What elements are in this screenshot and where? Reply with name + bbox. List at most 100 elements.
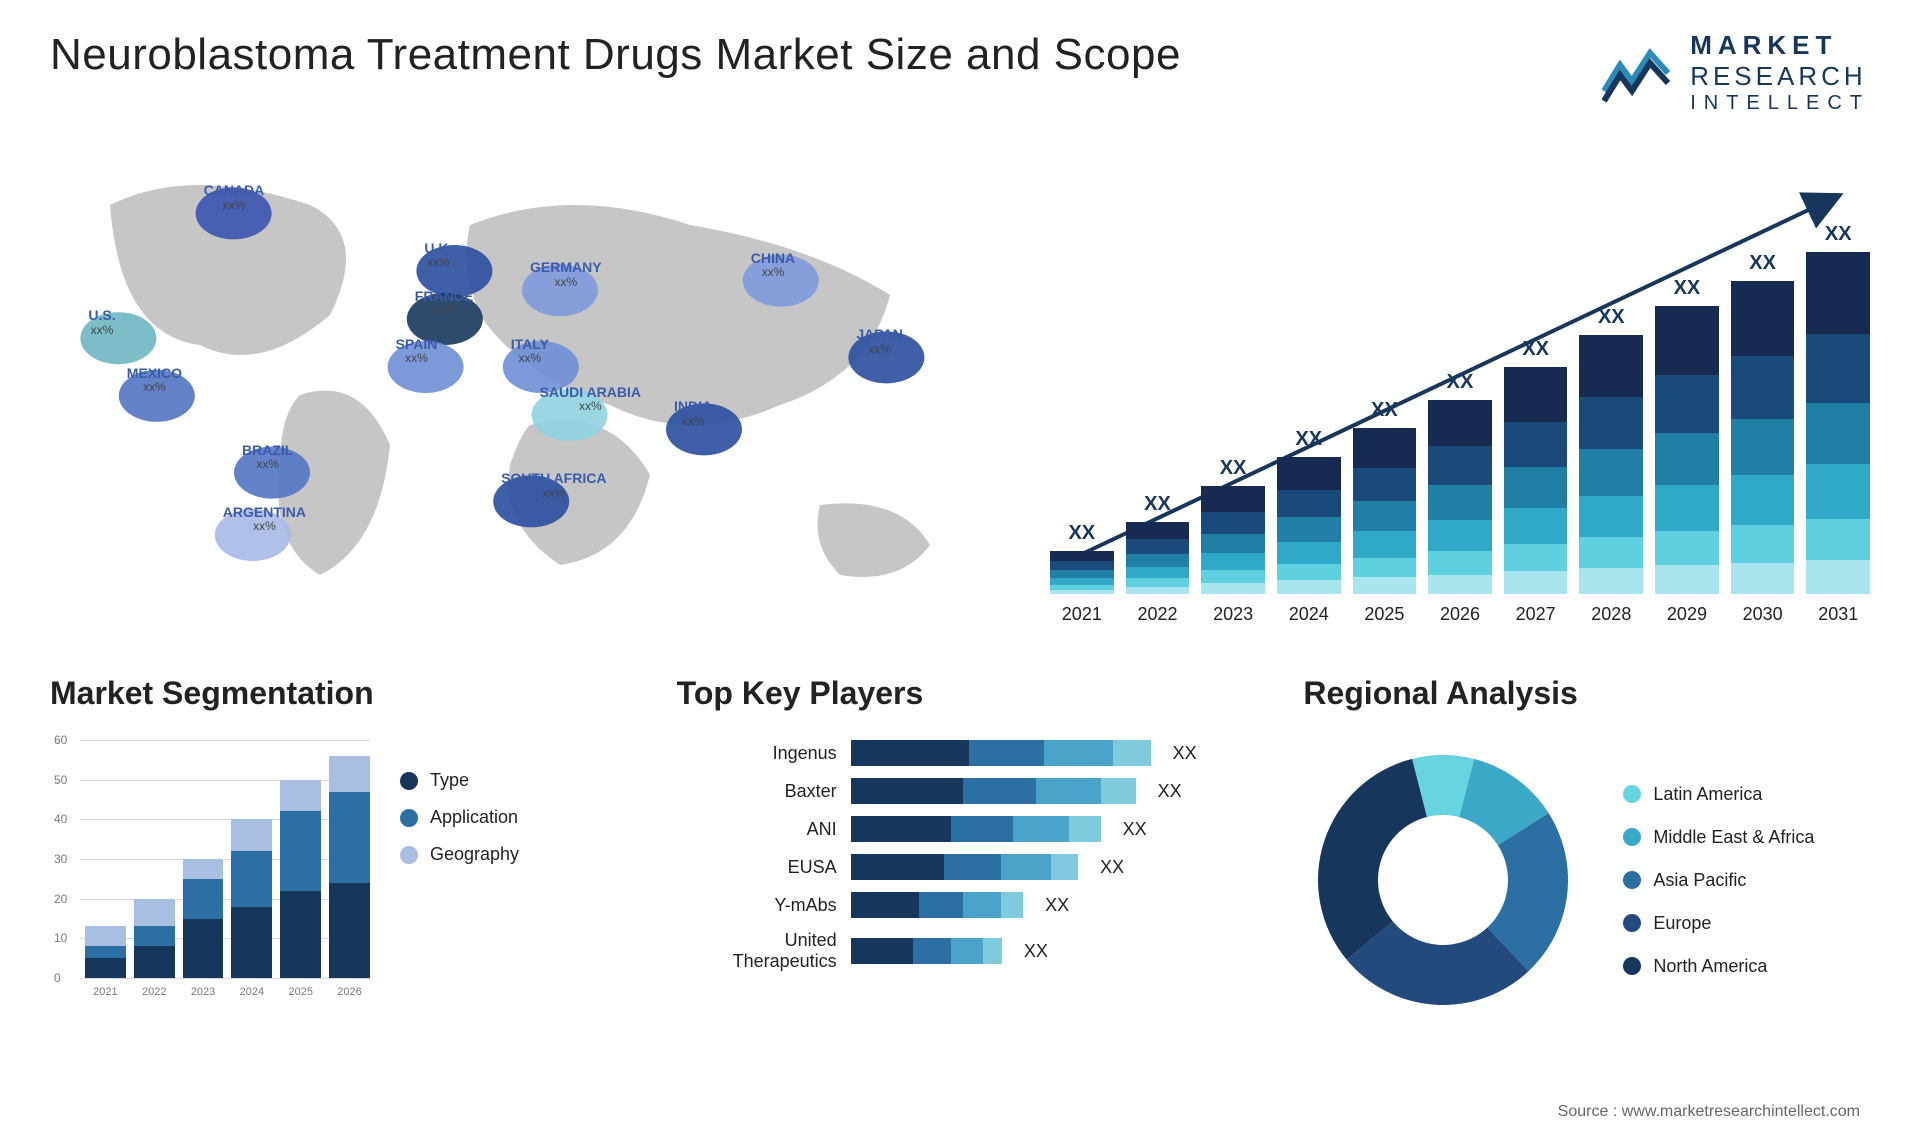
map-label-argentina: ARGENTINAxx%: [223, 505, 306, 534]
legend-label: Europe: [1653, 913, 1711, 934]
player-value: XX: [1045, 895, 1069, 916]
header: Neuroblastoma Treatment Drugs Market Siz…: [50, 30, 1870, 115]
size-bar-2025: XX 2025: [1353, 399, 1417, 625]
map-label-u-s-: U.S.xx%: [88, 308, 115, 337]
seg-bar-2024: 2024: [231, 819, 272, 978]
brand-logo: MARKET RESEARCH INTELLECT: [1602, 30, 1870, 115]
map-label-brazil: BRAZILxx%: [242, 443, 293, 472]
player-name: Ingenus: [677, 743, 837, 764]
seg-bar-2026: 2026: [329, 756, 370, 978]
size-bar-year: 2024: [1289, 604, 1329, 625]
regional-legend-item: Europe: [1623, 913, 1814, 934]
player-value: XX: [1100, 857, 1124, 878]
regional-legend-item: Middle East & Africa: [1623, 827, 1814, 848]
size-bar-value: XX: [1295, 428, 1322, 451]
size-bar-year: 2025: [1364, 604, 1404, 625]
seg-y-tick: 30: [54, 852, 67, 866]
legend-label: Asia Pacific: [1653, 870, 1746, 891]
legend-swatch-icon: [400, 772, 418, 790]
size-bar-value: XX: [1749, 252, 1776, 275]
size-bar-2027: XX 2027: [1504, 338, 1568, 625]
legend-label: Application: [430, 807, 518, 828]
size-bar-value: XX: [1220, 457, 1247, 480]
legend-swatch-icon: [1623, 828, 1641, 846]
size-bar-year: 2030: [1743, 604, 1783, 625]
seg-bar-year: 2023: [191, 986, 215, 998]
seg-y-tick: 10: [54, 931, 67, 945]
player-name: ANI: [677, 819, 837, 840]
players-title: Top Key Players: [677, 675, 1244, 712]
player-value: XX: [1158, 781, 1182, 802]
source-attribution: Source : www.marketresearchintellect.com: [1558, 1103, 1860, 1121]
logo-mark-icon: [1602, 43, 1672, 103]
size-bar-value: XX: [1598, 306, 1625, 329]
market-size-chart: XX2021XX2022XX2023XX2024XX2025XX2026XX20…: [1050, 145, 1870, 625]
legend-label: Geography: [430, 844, 519, 865]
map-label-japan: JAPANxx%: [856, 327, 902, 356]
size-bar-value: XX: [1447, 371, 1474, 394]
world-map-panel: CANADAxx%U.S.xx%MEXICOxx%BRAZILxx%ARGENT…: [50, 145, 1010, 625]
seg-bar-year: 2024: [240, 986, 264, 998]
logo-line-3: INTELLECT: [1690, 92, 1870, 115]
map-label-spain: SPAINxx%: [396, 337, 438, 366]
donut-slice: [1318, 759, 1427, 960]
player-name: United Therapeutics: [677, 930, 837, 972]
bottom-row: Market Segmentation 01020304050602021202…: [50, 675, 1870, 1020]
seg-bar-2023: 2023: [183, 859, 224, 978]
legend-swatch-icon: [400, 809, 418, 827]
legend-swatch-icon: [1623, 871, 1641, 889]
logo-line-2: RESEARCH: [1690, 61, 1870, 92]
player-row: ANIXX: [677, 816, 1244, 842]
legend-label: Latin America: [1653, 784, 1762, 805]
size-bar-value: XX: [1825, 223, 1852, 246]
legend-label: North America: [1653, 956, 1767, 977]
seg-legend-item: Application: [400, 807, 519, 828]
size-bar-2024: XX 2024: [1277, 428, 1341, 625]
size-bar-year: 2026: [1440, 604, 1480, 625]
page-title: Neuroblastoma Treatment Drugs Market Siz…: [50, 30, 1181, 80]
size-bar-year: 2022: [1137, 604, 1177, 625]
size-bar-2029: XX 2029: [1655, 277, 1719, 625]
size-bar-2023: XX2023: [1201, 457, 1265, 625]
seg-y-tick: 50: [54, 773, 67, 787]
map-label-germany: GERMANYxx%: [530, 260, 602, 289]
top-row: CANADAxx%U.S.xx%MEXICOxx%BRAZILxx%ARGENT…: [50, 145, 1870, 625]
size-bar-value: XX: [1674, 277, 1701, 300]
size-bar-year: 2028: [1591, 604, 1631, 625]
regional-panel: Regional Analysis Latin America Middle Ea…: [1303, 675, 1870, 1020]
segmentation-legend: Type Application Geography: [400, 740, 519, 1000]
seg-legend-item: Type: [400, 770, 519, 791]
size-bar-year: 2027: [1516, 604, 1556, 625]
seg-bar-year: 2025: [288, 986, 312, 998]
player-row: EUSAXX: [677, 854, 1244, 880]
seg-bar-2021: 2021: [85, 926, 126, 978]
size-bar-value: XX: [1522, 338, 1549, 361]
player-name: Y-mAbs: [677, 895, 837, 916]
size-bar-2030: XX 2030: [1731, 252, 1795, 625]
map-label-italy: ITALYxx%: [511, 337, 549, 366]
legend-label: Type: [430, 770, 469, 791]
world-map-icon: [50, 145, 1010, 625]
seg-bar-2022: 2022: [134, 899, 175, 978]
size-bar-year: 2029: [1667, 604, 1707, 625]
size-bar-2026: XX 2026: [1428, 371, 1492, 625]
map-label-south-africa: SOUTH AFRICAxx%: [501, 471, 606, 500]
players-panel: Top Key Players IngenusXXBaxterXXANIXXEU…: [677, 675, 1244, 1020]
legend-swatch-icon: [400, 846, 418, 864]
size-bar-value: XX: [1068, 522, 1095, 545]
size-bar-2031: XX2031: [1806, 223, 1870, 625]
regional-legend-item: Asia Pacific: [1623, 870, 1814, 891]
size-bar-value: XX: [1371, 399, 1398, 422]
size-bar-value: XX: [1144, 493, 1171, 516]
legend-swatch-icon: [1623, 785, 1641, 803]
regional-legend-item: North America: [1623, 956, 1814, 977]
legend-label: Middle East & Africa: [1653, 827, 1814, 848]
map-label-canada: CANADAxx%: [204, 183, 265, 212]
player-row: United Therapeutics XX: [677, 930, 1244, 972]
seg-bar-2025: 2025: [280, 780, 321, 978]
player-value: XX: [1024, 941, 1048, 962]
seg-legend-item: Geography: [400, 844, 519, 865]
seg-bar-year: 2021: [93, 986, 117, 998]
player-row: Y-mAbs XX: [677, 892, 1244, 918]
regional-title: Regional Analysis: [1303, 675, 1870, 712]
